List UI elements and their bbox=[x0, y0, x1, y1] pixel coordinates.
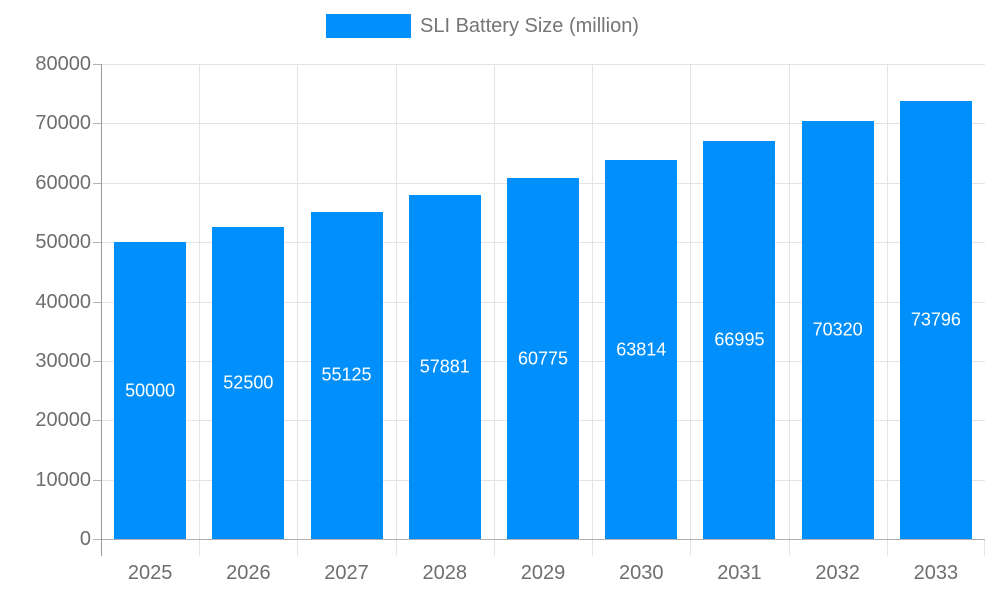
y-axis-label: 40000 bbox=[35, 290, 91, 313]
y-axis-tick bbox=[93, 182, 101, 184]
bar-value-label: 60775 bbox=[517, 348, 569, 369]
x-axis-tick bbox=[690, 539, 692, 556]
x-axis-label: 2027 bbox=[324, 562, 369, 584]
bar[interactable] bbox=[212, 227, 285, 539]
y-axis-label: 30000 bbox=[35, 349, 91, 372]
bar-value-label: 52500 bbox=[223, 372, 274, 393]
x-axis-tick bbox=[297, 539, 299, 556]
bar[interactable] bbox=[310, 211, 383, 539]
y-gridline bbox=[101, 123, 985, 125]
x-axis-tick bbox=[199, 539, 201, 556]
bar[interactable] bbox=[114, 242, 187, 539]
x-axis-tick bbox=[788, 539, 790, 556]
x-axis-tick bbox=[395, 539, 397, 556]
x-gridline bbox=[199, 64, 201, 539]
x-gridline bbox=[788, 64, 790, 539]
bar[interactable] bbox=[605, 160, 678, 539]
x-axis-label: 2028 bbox=[422, 562, 468, 584]
bar[interactable] bbox=[899, 100, 972, 539]
bar-value-label: 50000 bbox=[125, 380, 176, 401]
x-gridline bbox=[297, 64, 299, 539]
x-axis-tick bbox=[493, 539, 495, 556]
x-axis-label: 2025 bbox=[127, 562, 173, 584]
x-gridline bbox=[493, 64, 495, 539]
x-axis-label: 2029 bbox=[520, 562, 566, 584]
bar[interactable] bbox=[801, 121, 874, 539]
y-axis-tick bbox=[93, 242, 101, 244]
y-axis-label: 50000 bbox=[35, 231, 91, 254]
bar-value-label: 57881 bbox=[419, 356, 470, 377]
legend-swatch bbox=[326, 14, 412, 38]
x-axis-tick bbox=[886, 539, 888, 556]
y-axis-tick bbox=[93, 64, 101, 65]
bar[interactable] bbox=[703, 141, 776, 539]
y-axis-label: 20000 bbox=[35, 409, 91, 432]
y-axis-label: 10000 bbox=[35, 468, 91, 491]
bar-value-label: 73796 bbox=[910, 309, 961, 330]
y-axis-tick bbox=[93, 479, 101, 481]
y-axis-line bbox=[101, 64, 102, 556]
x-axis-label: 2026 bbox=[226, 562, 271, 584]
bar-value-label: 63814 bbox=[616, 339, 667, 360]
bar[interactable] bbox=[408, 195, 481, 539]
y-axis-tick bbox=[93, 123, 101, 125]
x-axis-label: 2031 bbox=[717, 562, 762, 584]
y-axis-label: 80000 bbox=[35, 53, 91, 75]
y-axis-tick bbox=[93, 360, 101, 362]
y-axis-tick bbox=[93, 420, 101, 422]
y-axis-label: 60000 bbox=[35, 171, 91, 194]
bar-value-label: 70320 bbox=[812, 319, 863, 340]
y-axis-label: 0 bbox=[79, 528, 91, 550]
plot-area: 0 10000 20000 30000 40000 50000 60000 70000 8000… bbox=[35, 53, 985, 584]
x-gridline bbox=[690, 64, 692, 539]
y-gridline bbox=[101, 64, 985, 65]
x-axis-label: 2030 bbox=[618, 562, 664, 584]
x-axis-tick bbox=[592, 539, 594, 556]
x-gridline bbox=[395, 64, 397, 539]
y-axis-tick bbox=[93, 539, 101, 540]
bar[interactable] bbox=[507, 178, 579, 539]
y-axis-label: 70000 bbox=[35, 112, 91, 135]
x-axis-label: 2033 bbox=[913, 562, 959, 584]
x-axis-line bbox=[101, 539, 985, 540]
x-axis-label: 2032 bbox=[815, 562, 860, 584]
x-gridline bbox=[886, 64, 888, 539]
y-axis-tick bbox=[93, 301, 101, 303]
bar-value-label: 55125 bbox=[321, 364, 372, 385]
bar-value-label: 66995 bbox=[714, 329, 765, 350]
x-axis-tick bbox=[984, 539, 985, 556]
legend-label: SLI Battery Size (million) bbox=[420, 15, 639, 37]
x-gridline bbox=[592, 64, 594, 539]
legend[interactable]: SLI Battery Size (million) bbox=[0, 14, 965, 38]
